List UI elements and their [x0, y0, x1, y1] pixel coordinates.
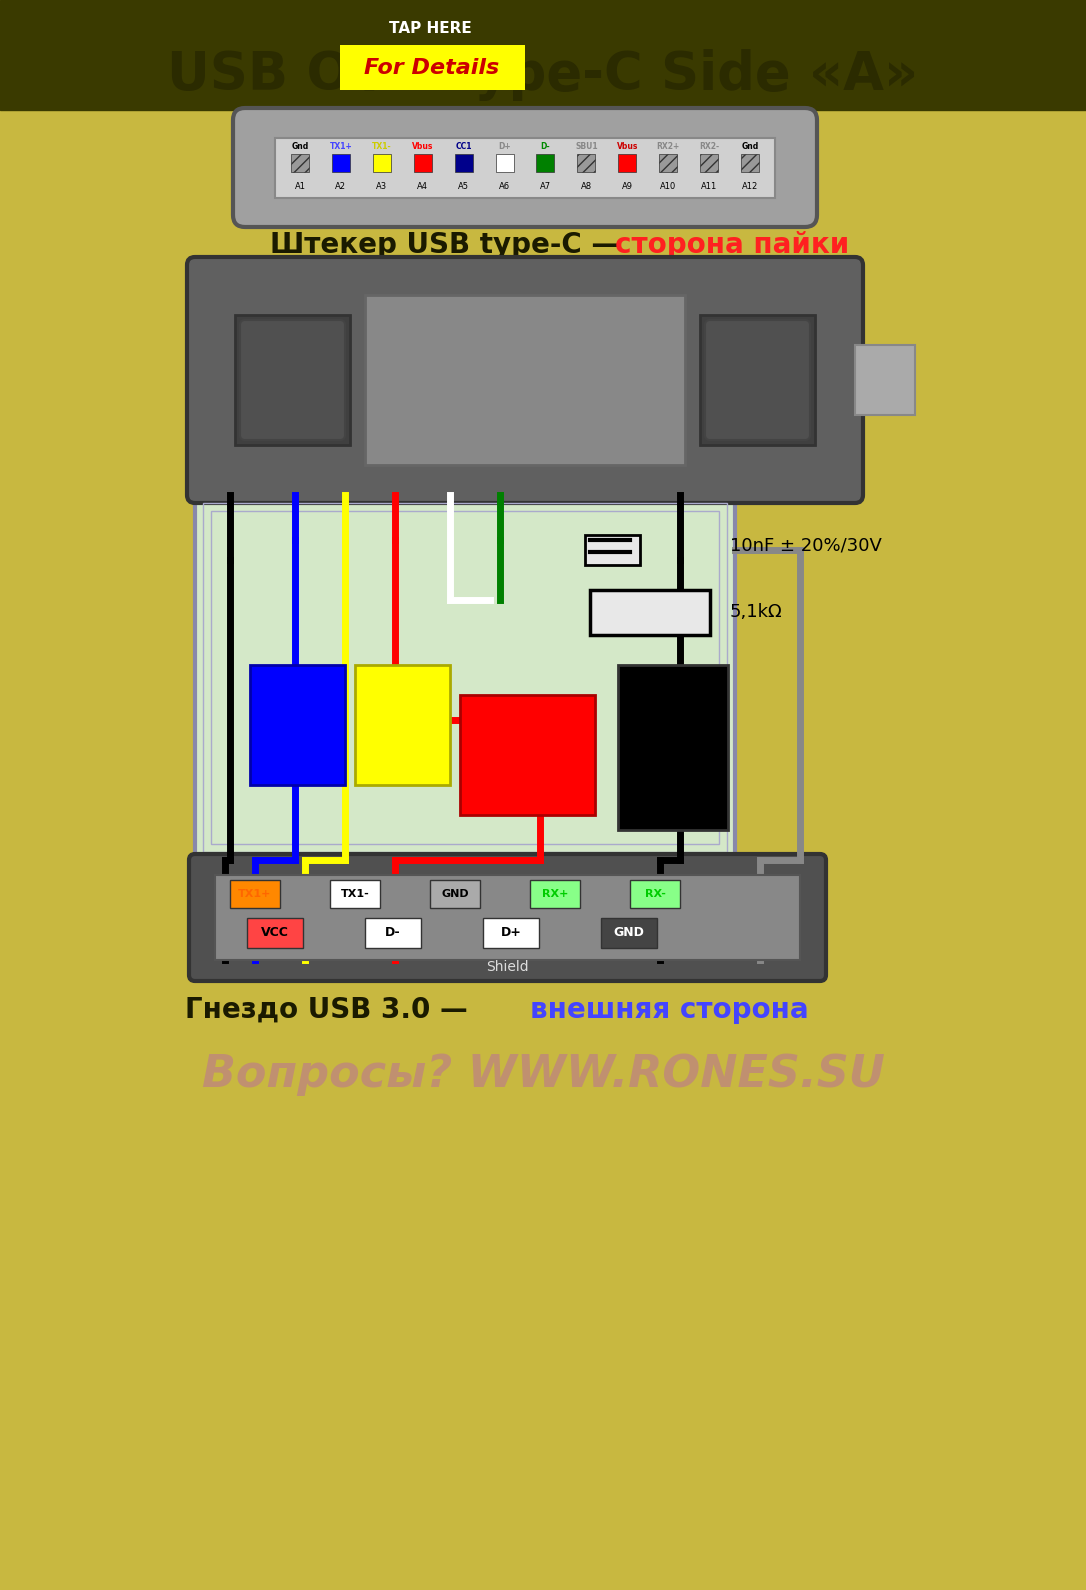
- Text: Vbus: Vbus: [412, 142, 433, 151]
- Text: внешняя сторона: внешняя сторона: [530, 995, 809, 1024]
- Bar: [618, 154, 636, 172]
- Text: A12: A12: [742, 181, 758, 191]
- Text: Gnd: Gnd: [742, 142, 759, 151]
- FancyBboxPatch shape: [340, 45, 525, 91]
- Text: 5,1kΩ: 5,1kΩ: [730, 603, 783, 622]
- FancyBboxPatch shape: [705, 320, 810, 440]
- Bar: [530, 879, 580, 908]
- Text: TX1+: TX1+: [238, 889, 272, 898]
- Text: Штекер USB type-C —: Штекер USB type-C —: [270, 231, 629, 259]
- Bar: [455, 154, 472, 172]
- Text: A2: A2: [336, 181, 346, 191]
- Text: RX+: RX+: [542, 889, 568, 898]
- Text: A8: A8: [581, 181, 592, 191]
- Text: A7: A7: [540, 181, 551, 191]
- Bar: [275, 138, 775, 199]
- Text: D+: D+: [501, 927, 521, 940]
- Bar: [430, 879, 480, 908]
- Bar: [414, 154, 432, 172]
- Bar: [332, 154, 350, 172]
- Text: A5: A5: [458, 181, 469, 191]
- Bar: [630, 879, 680, 908]
- Text: D-: D-: [541, 142, 551, 151]
- Bar: [741, 154, 759, 172]
- Text: For Details: For Details: [365, 57, 500, 78]
- Bar: [355, 665, 450, 785]
- Bar: [483, 917, 539, 948]
- Text: A3: A3: [376, 181, 388, 191]
- Bar: [365, 296, 685, 464]
- Text: A10: A10: [660, 181, 677, 191]
- Text: VCC: VCC: [261, 927, 289, 940]
- Bar: [203, 502, 727, 852]
- Text: A4: A4: [417, 181, 428, 191]
- Bar: [215, 875, 800, 960]
- FancyBboxPatch shape: [189, 854, 826, 981]
- Bar: [855, 345, 915, 415]
- Bar: [460, 695, 595, 816]
- Text: TX1+: TX1+: [329, 142, 352, 151]
- Bar: [230, 879, 280, 908]
- Bar: [330, 879, 380, 908]
- Text: RX-: RX-: [645, 889, 666, 898]
- FancyBboxPatch shape: [187, 258, 863, 502]
- Bar: [536, 154, 555, 172]
- Text: Вопросы? WWW.RONES.SU: Вопросы? WWW.RONES.SU: [202, 1054, 884, 1097]
- Text: Gnd: Gnd: [291, 142, 308, 151]
- Bar: [291, 154, 310, 172]
- Text: A1: A1: [294, 181, 305, 191]
- Text: D-: D-: [386, 927, 401, 940]
- Text: Гнездо USB 3.0 —: Гнездо USB 3.0 —: [185, 995, 478, 1024]
- Text: D+: D+: [498, 142, 510, 151]
- Text: RX2-: RX2-: [699, 142, 719, 151]
- Text: GND: GND: [441, 889, 469, 898]
- Text: TAP HERE: TAP HERE: [389, 21, 471, 35]
- Text: A9: A9: [622, 181, 633, 191]
- Bar: [601, 917, 657, 948]
- Text: USB OTG type-C Side «A»: USB OTG type-C Side «A»: [167, 49, 919, 102]
- Bar: [0, 0, 1086, 110]
- Bar: [372, 154, 391, 172]
- Bar: [365, 917, 421, 948]
- Bar: [247, 917, 303, 948]
- Text: TX1-: TX1-: [372, 142, 392, 151]
- Text: SBU1: SBU1: [576, 142, 597, 151]
- Bar: [578, 154, 595, 172]
- FancyBboxPatch shape: [233, 108, 817, 227]
- Bar: [659, 154, 678, 172]
- Bar: [700, 154, 718, 172]
- Text: 10nF ± 20%/30V: 10nF ± 20%/30V: [730, 536, 882, 553]
- Text: GND: GND: [614, 927, 644, 940]
- Bar: [495, 154, 514, 172]
- Bar: [618, 665, 728, 830]
- Text: сторона пайки: сторона пайки: [615, 231, 849, 259]
- Bar: [250, 665, 345, 785]
- Text: Vbus: Vbus: [617, 142, 637, 151]
- Bar: [235, 315, 350, 445]
- Bar: [585, 534, 640, 564]
- Text: A11: A11: [700, 181, 717, 191]
- Text: RX2+: RX2+: [657, 142, 680, 151]
- Bar: [590, 590, 710, 634]
- Bar: [195, 494, 735, 860]
- Text: Shield: Shield: [485, 960, 528, 975]
- FancyBboxPatch shape: [240, 320, 345, 440]
- Bar: [700, 315, 814, 445]
- Text: A6: A6: [498, 181, 510, 191]
- Text: TX1-: TX1-: [341, 889, 369, 898]
- Text: CC1: CC1: [455, 142, 472, 151]
- Bar: [211, 510, 719, 844]
